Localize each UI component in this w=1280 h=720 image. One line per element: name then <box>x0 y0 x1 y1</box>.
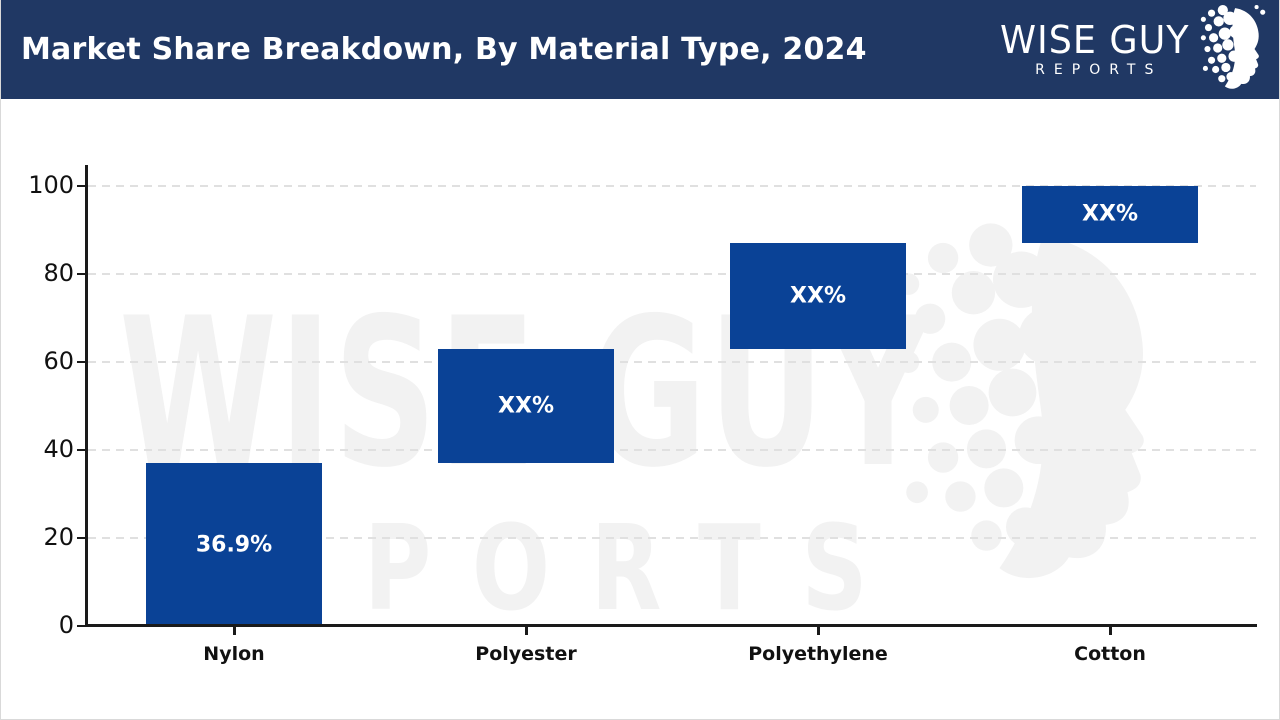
x-axis-line <box>85 624 1257 627</box>
y-tick <box>77 360 85 363</box>
y-tick-label: 40 <box>43 434 74 463</box>
y-tick-label: 60 <box>43 346 74 375</box>
y-tick-label: 100 <box>28 170 74 199</box>
bar-value-label: XX% <box>1082 201 1138 227</box>
x-tick <box>524 627 528 635</box>
gridline <box>88 448 1256 451</box>
y-tick <box>77 184 85 187</box>
gridline <box>88 272 1256 275</box>
bar-value-label: XX% <box>498 393 554 419</box>
y-tick-label: 80 <box>43 258 74 287</box>
x-tick <box>232 627 236 635</box>
category-label: Polyethylene <box>748 643 888 665</box>
category-label: Polyester <box>475 643 577 665</box>
bar-segment <box>438 349 614 464</box>
y-tick <box>77 272 85 275</box>
gridline <box>88 184 1256 187</box>
plot-area: 0 20 40 60 80 100 36.9% Nylon XX% Polyester XX% Pol… <box>28 165 1257 665</box>
watermark-dotted-head <box>873 219 1178 596</box>
y-tick <box>77 625 85 627</box>
brand-logo-text: WISE GUY REPORTS <box>996 21 1193 78</box>
bar-segment <box>730 243 906 350</box>
gridline <box>88 360 1256 363</box>
category-label: Nylon <box>203 643 265 665</box>
brand-name: WISE GUY <box>999 18 1190 62</box>
chart-title: Market Share Breakdown, By Material Type… <box>21 32 867 67</box>
x-tick <box>1108 627 1112 635</box>
y-tick-label: 20 <box>43 522 74 551</box>
y-axis-line <box>85 165 88 627</box>
category-label: Cotton <box>1074 643 1146 665</box>
bar-segment <box>146 463 322 626</box>
y-tick-label: 0 <box>58 611 74 639</box>
header-bar: Market Share Breakdown, By Material Type… <box>1 0 1279 99</box>
bar-value-label: XX% <box>790 283 846 309</box>
y-tick <box>77 536 85 539</box>
y-tick <box>77 448 85 451</box>
x-tick <box>816 627 820 635</box>
chart-canvas: WISE GUY REPORTS 0 20 40 60 80 100 36.9% Nylon X… <box>1 99 1279 719</box>
gridline <box>88 536 1256 539</box>
bar-segment <box>1022 185 1198 244</box>
bar-value-label: 36.9% <box>195 532 273 558</box>
dotted-head-icon <box>1195 4 1267 96</box>
brand-logo: WISE GUY REPORTS <box>996 4 1267 96</box>
brand-subname: REPORTS <box>1035 62 1163 78</box>
